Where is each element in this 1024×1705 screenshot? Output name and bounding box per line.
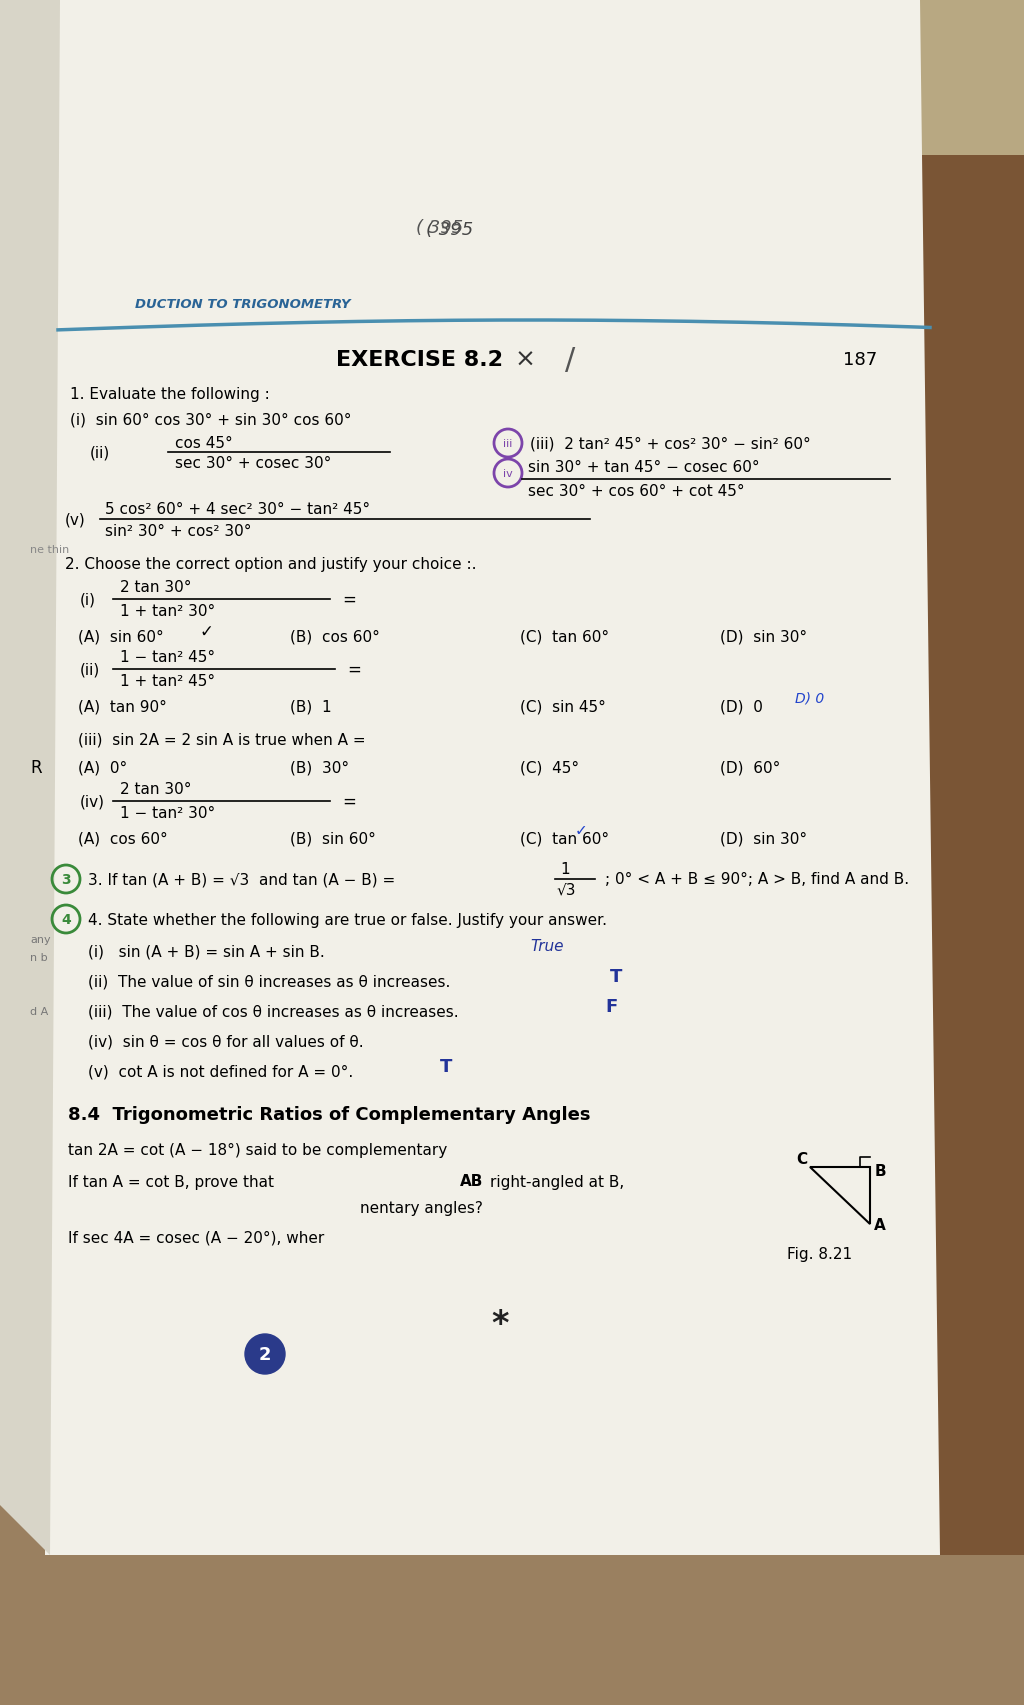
Text: ✓: ✓ — [575, 824, 588, 839]
Text: iii: iii — [504, 438, 513, 448]
Text: ( 395: ( 395 — [417, 218, 464, 237]
Text: ( 395: ( 395 — [426, 222, 474, 239]
Text: sec 30° + cosec 30°: sec 30° + cosec 30° — [175, 455, 332, 471]
Polygon shape — [45, 0, 940, 1555]
Text: ne thin: ne thin — [30, 544, 70, 554]
Text: True: True — [530, 939, 563, 953]
Text: *: * — [492, 1308, 509, 1340]
Text: (C)  sin 45°: (C) sin 45° — [520, 699, 606, 714]
Text: 187: 187 — [843, 351, 878, 368]
Text: (D)  sin 30°: (D) sin 30° — [720, 629, 807, 644]
Text: 1 + tan² 30°: 1 + tan² 30° — [120, 604, 215, 619]
Text: (ii): (ii) — [80, 662, 100, 677]
Text: (ii): (ii) — [90, 445, 111, 460]
Text: ; 0° < A + B ≤ 90°; A > B, find A and B.: ; 0° < A + B ≤ 90°; A > B, find A and B. — [605, 871, 909, 887]
Text: =: = — [347, 660, 360, 679]
Text: 5 cos² 60° + 4 sec² 30° − tan² 45°: 5 cos² 60° + 4 sec² 30° − tan² 45° — [105, 501, 370, 517]
Text: tan 2A = cot (A − 18°) said to be complementary: tan 2A = cot (A − 18°) said to be comple… — [68, 1142, 447, 1156]
Text: C: C — [797, 1153, 808, 1166]
Text: EXERCISE 8.2: EXERCISE 8.2 — [337, 350, 504, 370]
Text: (B)  1: (B) 1 — [290, 699, 332, 714]
Text: (i): (i) — [80, 592, 96, 607]
Bar — [0, 206, 55, 1506]
Bar — [0, 1105, 1024, 1705]
Text: A: A — [874, 1217, 886, 1231]
Text: (i)  sin 60° cos 30° + sin 30° cos 60°: (i) sin 60° cos 30° + sin 30° cos 60° — [70, 413, 351, 428]
Text: √3: √3 — [557, 881, 577, 897]
Text: T: T — [440, 1057, 453, 1076]
Text: 1. Evaluate the following :: 1. Evaluate the following : — [70, 387, 269, 402]
Text: 3. If tan (A + B) = √3  and tan (A − B) =: 3. If tan (A + B) = √3 and tan (A − B) = — [88, 871, 395, 887]
Text: n b: n b — [30, 953, 48, 962]
Text: (i)   sin (A + B) = sin A + sin B.: (i) sin (A + B) = sin A + sin B. — [88, 945, 325, 958]
Text: 1 − tan² 30°: 1 − tan² 30° — [120, 806, 215, 822]
Text: DUCTION TO TRIGONOMETRY: DUCTION TO TRIGONOMETRY — [135, 298, 350, 312]
Text: (C)  tan 60°: (C) tan 60° — [520, 629, 609, 644]
Text: (iii)  The value of cos θ increases as θ increases.: (iii) The value of cos θ increases as θ … — [88, 1004, 459, 1020]
Text: (v): (v) — [65, 512, 86, 527]
Text: any: any — [30, 934, 50, 945]
Text: 8.4  Trigonometric Ratios of Complementary Angles: 8.4 Trigonometric Ratios of Complementar… — [68, 1105, 591, 1124]
Text: 4: 4 — [61, 912, 71, 926]
Text: If sec 4A = cosec (A − 20°), wher: If sec 4A = cosec (A − 20°), wher — [68, 1229, 325, 1245]
Text: If tan A = cot B, prove that: If tan A = cot B, prove that — [68, 1173, 274, 1188]
Text: 1 − tan² 45°: 1 − tan² 45° — [120, 650, 215, 665]
Text: (A)  cos 60°: (A) cos 60° — [78, 830, 168, 846]
Text: D) 0: D) 0 — [795, 692, 824, 706]
Text: 2: 2 — [259, 1345, 271, 1364]
Text: (C)  45°: (C) 45° — [520, 760, 580, 776]
Text: right-angled at B,: right-angled at B, — [490, 1173, 625, 1188]
Text: 1 + tan² 45°: 1 + tan² 45° — [120, 673, 215, 689]
Text: ×: × — [514, 348, 536, 372]
Text: (D)  sin 30°: (D) sin 30° — [720, 830, 807, 846]
Text: nentary angles?: nentary angles? — [360, 1200, 483, 1214]
Bar — [880, 155, 1024, 1555]
Text: 1: 1 — [560, 863, 569, 876]
Text: 2. Choose the correct option and justify your choice :.: 2. Choose the correct option and justify… — [65, 558, 476, 573]
Text: 2 tan 30°: 2 tan 30° — [120, 783, 191, 796]
Text: sin 30° + tan 45° − cosec 60°: sin 30° + tan 45° − cosec 60° — [528, 460, 760, 476]
Text: (iv)  sin θ = cos θ for all values of θ.: (iv) sin θ = cos θ for all values of θ. — [88, 1033, 364, 1049]
Text: AB: AB — [460, 1173, 483, 1188]
Text: T: T — [610, 967, 623, 985]
Text: (iii)  sin 2A = 2 sin A is true when A =: (iii) sin 2A = 2 sin A is true when A = — [78, 731, 366, 747]
Text: (B)  30°: (B) 30° — [290, 760, 349, 776]
Text: =: = — [342, 590, 356, 609]
Text: (A)  tan 90°: (A) tan 90° — [78, 699, 167, 714]
Text: /: / — [565, 346, 575, 375]
Text: (iii)  2 tan² 45° + cos² 30° − sin² 60°: (iii) 2 tan² 45° + cos² 30° − sin² 60° — [530, 436, 811, 452]
Text: (iv): (iv) — [80, 795, 105, 810]
Text: iv: iv — [503, 469, 513, 479]
Circle shape — [245, 1335, 285, 1374]
Text: (D)  0: (D) 0 — [720, 699, 763, 714]
Text: ✓: ✓ — [200, 622, 214, 641]
Text: (A)  0°: (A) 0° — [78, 760, 127, 776]
Text: R: R — [30, 759, 42, 776]
Text: 4. State whether the following are true or false. Justify your answer.: 4. State whether the following are true … — [88, 912, 607, 928]
Text: =: = — [342, 793, 356, 810]
Text: Fig. 8.21: Fig. 8.21 — [787, 1246, 853, 1262]
Text: 2 tan 30°: 2 tan 30° — [120, 580, 191, 595]
Text: (A)  sin 60°: (A) sin 60° — [78, 629, 164, 644]
Text: F: F — [605, 997, 617, 1016]
Polygon shape — [0, 0, 60, 1555]
Text: cos 45°: cos 45° — [175, 436, 232, 452]
Text: (C)  tan 60°: (C) tan 60° — [520, 830, 609, 846]
Text: (ii)  The value of sin θ increases as θ increases.: (ii) The value of sin θ increases as θ i… — [88, 974, 451, 989]
Text: sin² 30° + cos² 30°: sin² 30° + cos² 30° — [105, 523, 252, 539]
Text: (B)  sin 60°: (B) sin 60° — [290, 830, 376, 846]
Text: (B)  cos 60°: (B) cos 60° — [290, 629, 380, 644]
Text: d A: d A — [30, 1006, 48, 1016]
Text: B: B — [874, 1165, 886, 1178]
Text: (D)  60°: (D) 60° — [720, 760, 780, 776]
Text: sec 30° + cos 60° + cot 45°: sec 30° + cos 60° + cot 45° — [528, 484, 744, 500]
Text: 3: 3 — [61, 873, 71, 887]
Text: (v)  cot A is not defined for A = 0°.: (v) cot A is not defined for A = 0°. — [88, 1064, 353, 1079]
